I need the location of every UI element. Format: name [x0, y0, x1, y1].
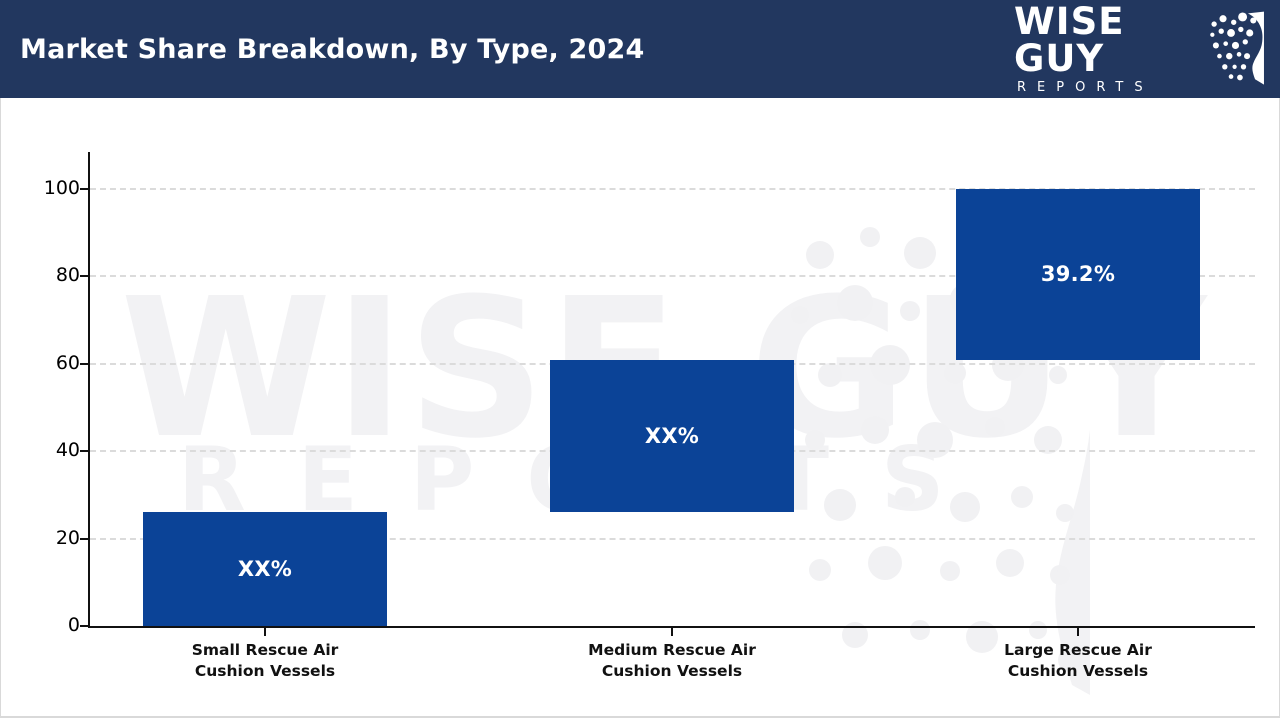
x-axis-line	[88, 626, 1255, 628]
bar-value-label-0: XX%	[237, 557, 293, 582]
y-tick-100	[80, 187, 88, 190]
watermark-dotted-head-graphic	[791, 227, 1090, 695]
y-tick-label-20: 20	[55, 526, 80, 549]
gridline-20	[90, 537, 1255, 540]
bar-1: XX%	[550, 360, 794, 513]
y-tick-40	[80, 450, 88, 453]
x-tick-1	[671, 628, 673, 636]
y-tick-80	[80, 275, 88, 278]
y-tick-label-40: 40	[55, 439, 80, 462]
gridline-100	[90, 187, 1255, 190]
x-tick-0	[264, 628, 266, 636]
chart-title: Market Share Breakdown, By Type, 2024	[20, 33, 645, 65]
brand-logo: WISE GUY REPORTS	[1014, 3, 1264, 95]
category-label-0: Small Rescue Air Cushion Vessels	[191, 641, 339, 680]
y-axis-line	[88, 152, 90, 627]
y-tick-label-0: 0	[67, 614, 80, 636]
bar-value-label-2: 39.2%	[1040, 262, 1116, 287]
bar-value-label-1: XX%	[644, 424, 700, 449]
bar-0: XX%	[143, 512, 387, 626]
y-tick-label-60: 60	[55, 351, 80, 374]
brand-logo-reports: REPORTS	[1017, 80, 1154, 95]
bar-2: 39.2%	[956, 188, 1200, 361]
brand-logo-text: WISE GUY REPORTS	[1014, 3, 1205, 95]
y-tick-20	[80, 537, 88, 540]
header-bar: Market Share Breakdown, By Type, 2024 WI…	[0, 0, 1280, 98]
y-tick-label-80: 80	[55, 264, 80, 287]
gridline-80	[90, 275, 1255, 278]
x-tick-2	[1077, 628, 1079, 636]
y-tick-60	[80, 362, 88, 365]
brand-logo-head-icon	[1210, 11, 1264, 85]
y-tick-label-100: 100	[43, 176, 80, 199]
category-label-2: Large Rescue Air Cushion Vessels	[1004, 641, 1152, 680]
brand-logo-wise-guy: WISE GUY	[1014, 0, 1125, 80]
category-label-1: Medium Rescue Air Cushion Vessels	[588, 641, 756, 680]
y-tick-0	[80, 625, 88, 627]
